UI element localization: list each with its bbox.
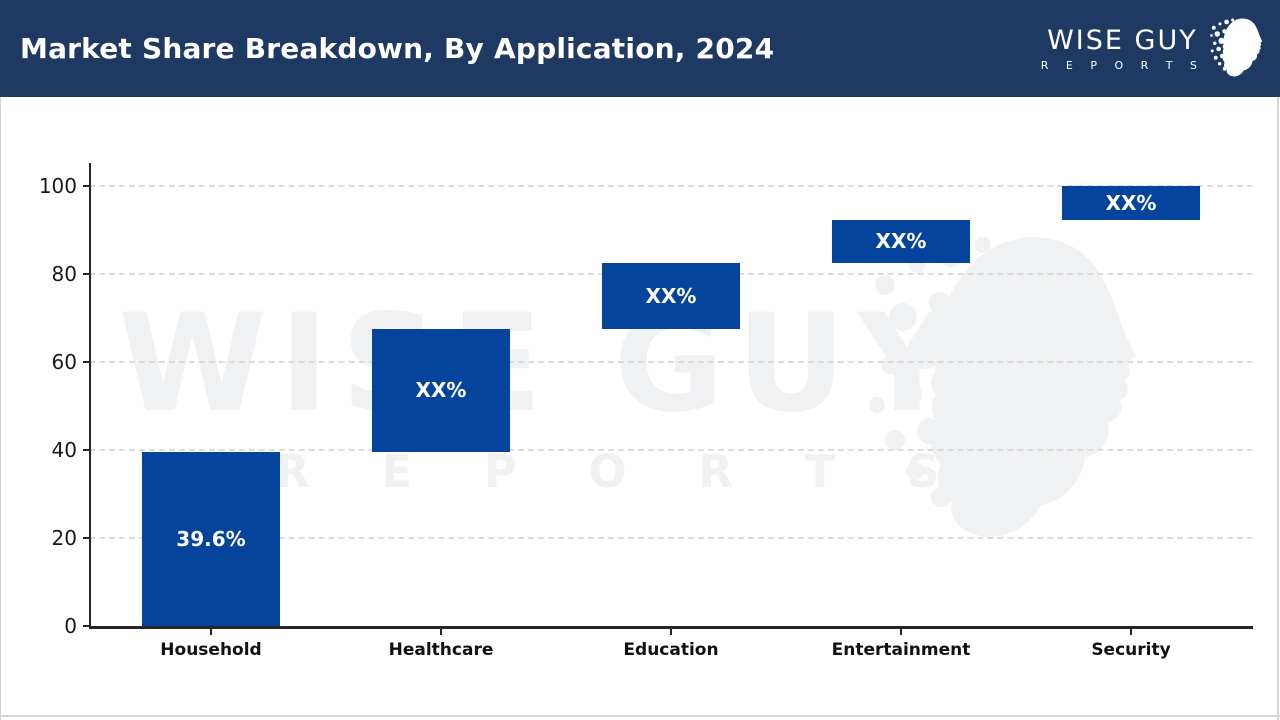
watermark-face-icon [866,237,1136,537]
y-tick-label-60: 60 [51,350,77,374]
category-label-education: Education [623,640,719,660]
x-axis-line [89,626,1253,629]
x-tick-entertainment [900,628,902,635]
y-axis-line [89,163,91,629]
page-title: Market Share Breakdown, By Application, … [20,32,775,65]
y-tick-0 [83,625,89,627]
category-label-entertainment: Entertainment [831,640,971,660]
page-border-right [1277,97,1279,720]
y-tick-20 [83,537,89,539]
y-tick-60 [83,361,89,363]
bar-education: XX% [602,263,740,329]
bar-healthcare: XX% [372,328,510,452]
header: Market Share Breakdown, By Application, … [0,0,1280,97]
watermark-text: WISE GUY [118,285,968,442]
page-border-left [0,97,1,720]
y-tick-40 [83,449,89,451]
bar-household: 39.6% [142,451,280,626]
y-tick-100 [83,185,89,187]
logo-wordmark: WISE GUY [1047,24,1198,56]
logo-text: WISE GUY R E P O R T S [1041,27,1204,71]
x-tick-security [1130,628,1132,635]
bar-value-label: XX% [875,229,927,254]
category-label-healthcare: Healthcare [388,640,494,660]
y-tick-label-20: 20 [51,526,77,550]
x-tick-household [210,628,212,635]
bar-value-label: XX% [645,283,697,308]
gridline-60 [89,361,1253,363]
chart-area: WISE GUY R E P O R T S 0 20 40 60 80 100 39.6%… [0,97,1280,720]
wiseguy-logo: WISE GUY R E P O R T S [1041,16,1280,82]
x-tick-healthcare [440,628,442,635]
category-label-household: Household [160,640,262,660]
y-tick-label-100: 100 [38,174,77,198]
y-tick-label-40: 40 [51,438,77,462]
wiseguy-face-icon [1210,17,1263,76]
bar-value-label: XX% [415,378,467,403]
y-tick-label-80: 80 [51,262,77,286]
watermark-subtext: R E P O R T S [275,445,968,498]
gridline-40 [89,449,1253,451]
y-tick-label-0: 0 [64,614,77,638]
x-tick-education [670,628,672,635]
bar-entertainment: XX% [832,219,970,263]
y-tick-80 [83,273,89,275]
page-border-bottom [0,715,1280,717]
bar-value-label: XX% [1105,190,1157,215]
gridline-20 [89,537,1253,539]
bar-value-label: 39.6% [176,526,246,551]
logo-subtitle: R E P O R T S [1040,58,1204,72]
category-label-security: Security [1091,640,1171,660]
bar-security: XX% [1062,186,1200,220]
gridline-100 [89,185,1253,187]
